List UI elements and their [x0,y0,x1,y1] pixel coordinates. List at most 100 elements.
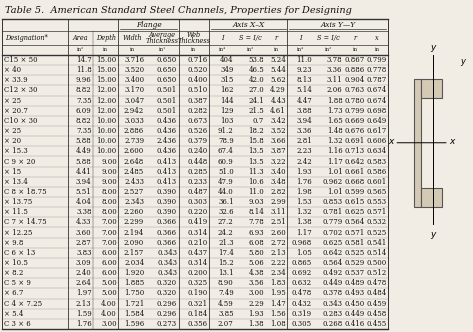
Text: × 20.7: × 20.7 [4,107,28,115]
Text: 9.03: 9.03 [248,198,264,206]
Text: 0.501: 0.501 [157,107,177,115]
Text: 2.942: 2.942 [124,107,144,115]
Text: 13.5: 13.5 [248,157,264,166]
Text: 1.38: 1.38 [248,320,264,328]
Text: 0.553: 0.553 [366,198,386,206]
Text: 0.366: 0.366 [157,218,177,226]
Text: 21.3: 21.3 [218,239,234,247]
Text: 0.493: 0.493 [344,290,364,297]
Text: 0.865: 0.865 [292,259,312,267]
Text: 32.6: 32.6 [218,208,234,216]
Text: 0.886: 0.886 [344,66,364,74]
Text: 0.599: 0.599 [344,188,364,196]
Text: 8.90: 8.90 [218,279,234,287]
Text: 8.82: 8.82 [76,117,91,125]
Text: 10.00: 10.00 [96,127,117,135]
Text: 0.356: 0.356 [187,320,208,328]
Text: in⁴: in⁴ [219,47,226,52]
Text: 0.378: 0.378 [322,290,342,297]
Text: 5.62: 5.62 [270,76,286,84]
Text: 0.343: 0.343 [157,259,177,267]
Text: r: r [275,34,278,42]
Text: 10.00: 10.00 [96,117,117,125]
Text: 7.00: 7.00 [101,218,117,226]
Text: 9.00: 9.00 [101,157,117,166]
Text: 1.93: 1.93 [297,168,312,176]
Text: 0.698: 0.698 [366,107,386,115]
Text: C 9 × 20: C 9 × 20 [4,157,35,166]
Text: 349: 349 [220,66,234,74]
Text: Table 5.  American Standard Steel Channels, Properties for Designing: Table 5. American Standard Steel Channel… [6,6,352,15]
Text: 2.42: 2.42 [297,157,312,166]
Text: 0.713: 0.713 [344,147,364,155]
Text: 3.56: 3.56 [248,279,264,287]
Text: 3.52: 3.52 [270,127,286,135]
Text: in⁴: in⁴ [297,47,304,52]
Text: 4.59: 4.59 [218,300,234,308]
Text: 2.485: 2.485 [124,168,144,176]
Text: 0.541: 0.541 [366,239,386,247]
Text: 0.484: 0.484 [366,290,386,297]
Text: 36.1: 36.1 [218,198,234,206]
Text: 0.716: 0.716 [187,56,208,64]
Text: 24.2: 24.2 [218,228,234,237]
Text: 1.59: 1.59 [76,310,91,318]
Text: 1.16: 1.16 [327,147,342,155]
Text: 1.95: 1.95 [270,290,286,297]
Text: C10 × 30: C10 × 30 [4,117,38,125]
Text: 10.6: 10.6 [248,178,264,186]
Text: 2.34: 2.34 [270,269,286,277]
Text: 4.33: 4.33 [76,218,91,226]
Bar [421,79,442,98]
Text: 0.436: 0.436 [157,147,177,155]
Text: 2.034: 2.034 [124,259,144,267]
Text: 5.00: 5.00 [101,290,117,297]
Text: 12.00: 12.00 [96,107,117,115]
Text: 1.73: 1.73 [327,107,342,115]
Text: × 11.5: × 11.5 [4,208,28,216]
Text: C12 × 30: C12 × 30 [4,86,38,94]
Text: 0.669: 0.669 [344,117,364,125]
Text: 1.83: 1.83 [270,279,286,287]
Text: 404: 404 [220,56,234,64]
Text: 8.14: 8.14 [248,208,264,216]
Text: 0.586: 0.586 [366,168,386,176]
Text: 3.11: 3.11 [270,208,286,216]
Text: 0.413: 0.413 [157,178,177,186]
Text: 2.343: 2.343 [124,198,144,206]
Text: 5.80: 5.80 [248,249,264,257]
Text: 11.0: 11.0 [297,56,312,64]
Text: 0.314: 0.314 [187,228,208,237]
Text: C 4 × 7.25: C 4 × 7.25 [4,300,43,308]
Text: 0.343: 0.343 [157,249,177,257]
Text: × 6.7: × 6.7 [4,290,24,297]
Text: 0.529: 0.529 [344,259,364,267]
Text: 0.787: 0.787 [366,76,386,84]
Text: 0.565: 0.565 [366,188,386,196]
Text: 3.400: 3.400 [124,76,144,84]
Text: 0.366: 0.366 [157,239,177,247]
Text: 0.501: 0.501 [157,86,177,94]
Text: 3.83: 3.83 [76,249,91,257]
Text: 60.9: 60.9 [218,157,234,166]
Text: in: in [374,47,379,52]
Text: 0.512: 0.512 [366,269,386,277]
Text: 0.220: 0.220 [187,208,208,216]
Text: 0.233: 0.233 [187,178,208,186]
Text: 0.303: 0.303 [187,198,208,206]
Text: 0.642: 0.642 [344,157,364,166]
Text: 3.520: 3.520 [124,66,144,74]
Text: 0.190: 0.190 [187,290,208,297]
Text: 0.601: 0.601 [366,178,386,186]
Text: 3.22: 3.22 [270,157,286,166]
Text: 2.23: 2.23 [297,147,312,155]
Text: 27.0: 27.0 [248,86,264,94]
Text: 0.283: 0.283 [322,310,342,318]
Text: 0.514: 0.514 [366,249,386,257]
Text: 1.01: 1.01 [327,188,342,196]
Text: 44.0: 44.0 [218,188,234,196]
Text: 10.00: 10.00 [96,147,117,155]
Text: 1.885: 1.885 [124,279,144,287]
Text: 0.525: 0.525 [366,228,386,237]
Text: 144: 144 [220,97,234,105]
